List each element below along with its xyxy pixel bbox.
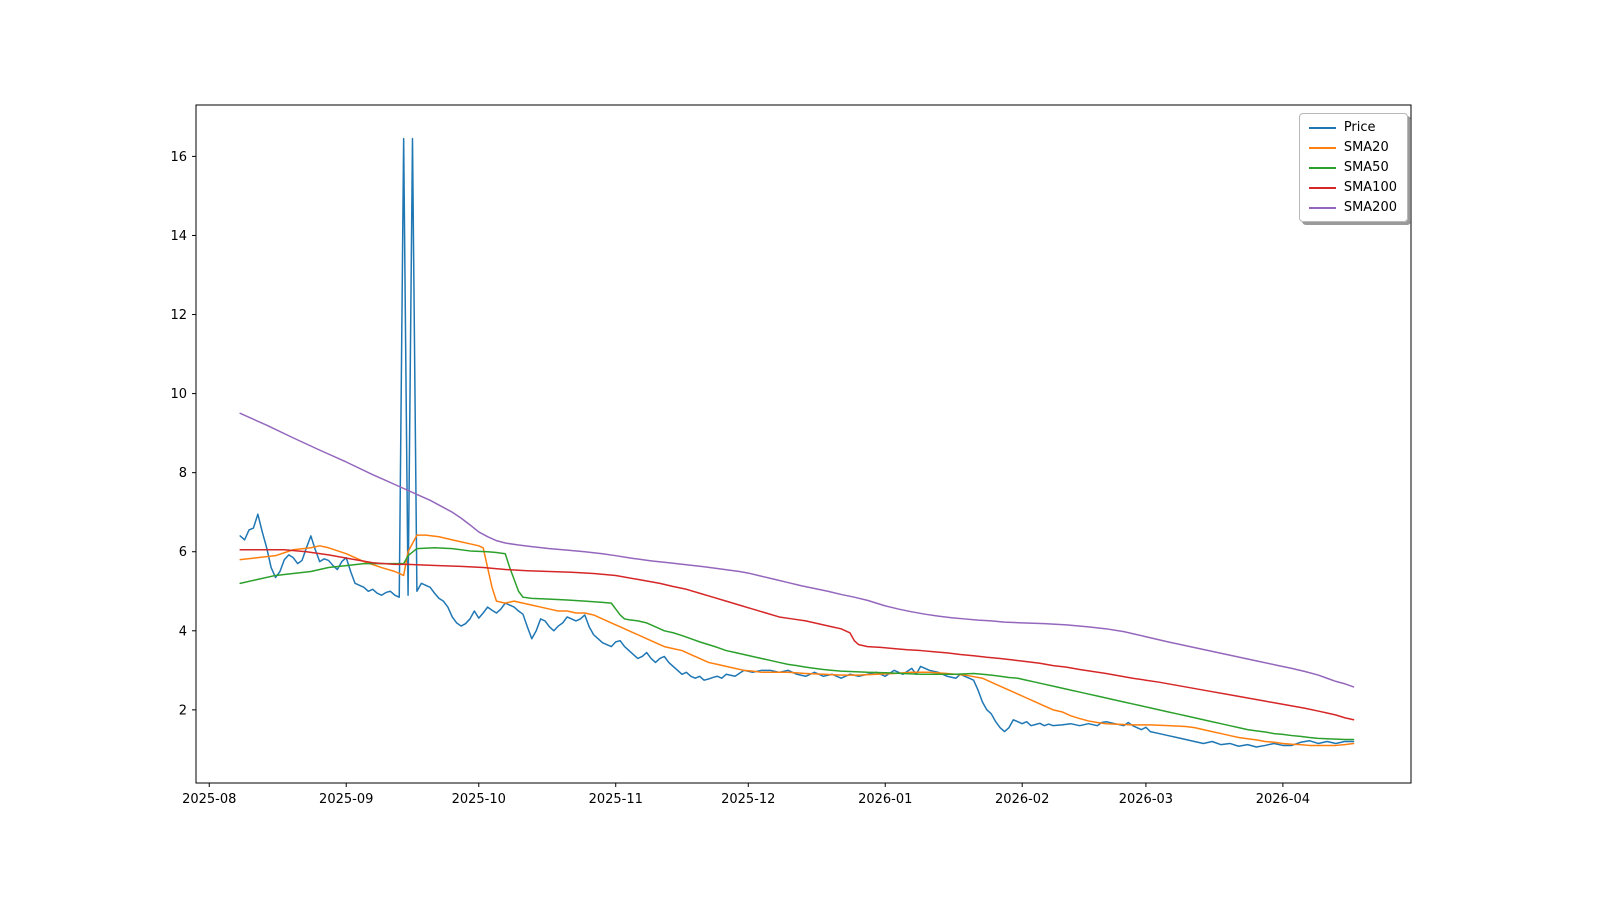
y-tick-label: 2 xyxy=(179,703,187,718)
series-line-sma20 xyxy=(239,534,1355,747)
legend-swatch-sma100 xyxy=(1308,186,1336,189)
legend-label-sma100: SMA100 xyxy=(1343,180,1397,195)
series-line-sma50 xyxy=(239,547,1355,741)
legend-swatch-sma20 xyxy=(1308,146,1336,149)
x-tick-label: 2026-03 xyxy=(1119,792,1173,807)
series-line-sma100 xyxy=(239,549,1355,721)
x-tick-label: 2025-10 xyxy=(452,792,506,807)
x-tick-label: 2026-02 xyxy=(995,792,1049,807)
legend-label-sma200: SMA200 xyxy=(1343,200,1397,215)
legend-label-sma20: SMA20 xyxy=(1343,140,1389,155)
x-tick-label: 2025-11 xyxy=(589,792,643,807)
x-tick-label: 2025-09 xyxy=(319,792,373,807)
legend-item-price: Price xyxy=(1308,120,1397,135)
x-tick-label: 2026-04 xyxy=(1256,792,1310,807)
chart-legend: Price SMA20 SMA50 SMA100 SMA200 xyxy=(1298,113,1408,222)
legend-label-price: Price xyxy=(1343,120,1376,135)
axes-frame xyxy=(195,104,1412,784)
x-tick-label: 2026-01 xyxy=(858,792,912,807)
y-tick-label: 4 xyxy=(179,624,187,639)
series-line-sma200 xyxy=(239,412,1355,688)
x-tick-label: 2025-08 xyxy=(182,792,236,807)
legend-item-sma200: SMA200 xyxy=(1308,200,1397,215)
y-tick-label: 6 xyxy=(179,545,187,560)
legend-item-sma100: SMA100 xyxy=(1308,180,1397,195)
legend-item-sma50: SMA50 xyxy=(1308,160,1397,175)
legend-swatch-sma200 xyxy=(1308,206,1336,209)
y-tick-label: 14 xyxy=(170,229,187,244)
legend-swatch-price xyxy=(1308,126,1336,129)
series-line-price xyxy=(239,137,1355,748)
y-tick-label: 16 xyxy=(170,150,187,165)
legend-item-sma20: SMA20 xyxy=(1308,140,1397,155)
legend-swatch-sma50 xyxy=(1308,166,1336,169)
x-tick-label: 2025-12 xyxy=(721,792,775,807)
legend-label-sma50: SMA50 xyxy=(1343,160,1389,175)
y-tick-label: 12 xyxy=(170,308,187,323)
y-tick-label: 10 xyxy=(170,387,187,402)
y-tick-label: 8 xyxy=(179,466,187,481)
